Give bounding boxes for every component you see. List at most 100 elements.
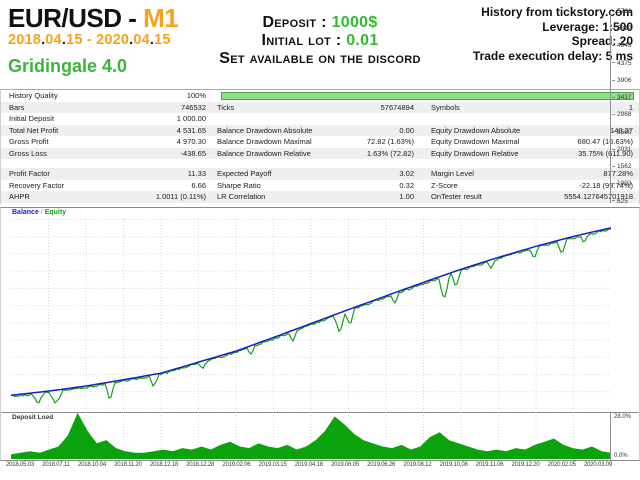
deposit-value: 1000$	[331, 14, 378, 31]
stat-label: Balance Drawdown Absolute	[217, 125, 313, 135]
x-axis-date-label: 2019.06.26	[367, 462, 396, 468]
x-axis-date-label: 2018.10.04	[77, 462, 106, 468]
legend-equity: Equity	[44, 209, 67, 216]
header-right: History from tickstory.com Leverage: 1:5…	[473, 5, 633, 63]
progress-fill	[221, 91, 634, 100]
table-row: History Quality 100%	[1, 90, 639, 102]
stat-cell	[214, 113, 418, 125]
x-axis-date-label: 2020.02.05	[547, 462, 576, 468]
stat-cell: Margin Level 877.28%	[418, 168, 639, 180]
timeframe-label: M1	[143, 3, 179, 33]
leverage: Leverage: 1:500	[542, 19, 633, 34]
header-left: EUR/USD - M1 2018.04.15 - 2020.04.15 Gri…	[8, 3, 179, 77]
stat-value: 5554.127645701918	[564, 192, 633, 201]
deposit-line: Deposit : 1000$	[262, 14, 378, 31]
x-axis-dates: 2018.05.03 2018.07.11 2018.10.04 2018.11.20…	[6, 462, 612, 468]
stat-label: Gross Loss	[9, 148, 47, 158]
deposit-load-plot	[11, 412, 611, 459]
x-axis-date-label: 2019.08.12	[403, 462, 432, 468]
balance-equity-chart: Balance / Equity	[0, 207, 640, 413]
stat-value: 1.00	[399, 192, 414, 201]
x-axis-date-label: 2018.05.03	[6, 462, 35, 468]
legend-balance: Balance	[12, 209, 39, 216]
symbol-title: EUR/USD - M1	[8, 3, 179, 33]
stat-label: History Quality	[9, 91, 58, 100]
x-axis-date-label: 2019.11.06	[475, 462, 504, 468]
stat-label: OnTester result	[431, 192, 482, 201]
stat-cell: Bars 746532	[1, 102, 214, 114]
stat-cell: Z-Score -22.18 (99.74%)	[418, 180, 639, 192]
stat-value: 35.75% (611.90)	[578, 148, 633, 158]
table-row: AHPR 1.0011 (0.11%) LR Correlation 1.00 OnTe…	[1, 191, 639, 203]
x-axis-date-label: 2019.06.05	[330, 462, 359, 468]
spread: Spread: 20	[571, 34, 633, 48]
stat-value: 72.82 (1.63%)	[366, 137, 414, 146]
stat-cell: Balance Drawdown Maximal 72.82 (1.63%)	[214, 136, 418, 148]
x-axis-date-label: 2018.07.11	[42, 462, 70, 468]
symbol-name: EUR/USD -	[8, 3, 137, 33]
stat-label: Recovery Factor	[9, 180, 65, 190]
y-axis: 5781 5312 4843 4375 3906 3437 2968 2500 2031 1562…	[610, 8, 638, 205]
stat-value: 57674894	[380, 102, 414, 112]
stat-cell: AHPR 1.0011 (0.11%)	[1, 191, 214, 203]
stat-label: Sharpe Ratio	[217, 180, 261, 190]
y-axis-label: 625	[612, 198, 628, 205]
table-row: Bars 746532 Ticks 57674894 Symbols 1	[1, 101, 639, 114]
stat-label: Total Net Profit	[9, 125, 59, 135]
stat-cell: Ticks 57674894	[214, 102, 418, 114]
header-center: Deposit : 1000$ Initial lot : 0.01 Set a…	[150, 14, 490, 68]
stat-label: Bars	[9, 102, 25, 112]
table-row: Initial Deposit 1 000.00	[1, 113, 639, 125]
date-range: 2018.04.15 - 2020.04.15	[8, 32, 171, 48]
y-axis-label: 1562	[612, 163, 631, 170]
table-spacer	[1, 159, 639, 168]
stat-value: 877.28%	[603, 169, 633, 178]
x-axis-date-label: 2019.02.06	[222, 462, 251, 468]
stat-cell: Balance Drawdown Absolute 0.00	[214, 125, 418, 137]
stat-cell: Equity Drawdown Relative 35.75% (611.90)	[418, 148, 639, 160]
y-axis-label: 1093	[612, 180, 631, 187]
y-axis-label: 4843	[612, 42, 631, 49]
x-axis-date-label: 2019.03.15	[258, 462, 287, 468]
stat-value: 4 970.30	[176, 137, 206, 146]
stat-value: -438.65	[180, 148, 206, 158]
x-axis-date-label: 2019.12.20	[511, 462, 540, 468]
stat-label: Gross Profit	[9, 137, 49, 146]
stat-cell: OnTester result 5554.127645701918	[418, 191, 639, 203]
stat-cell: Symbols 1	[418, 102, 639, 114]
execution-delay: Trade execution delay: 5 ms	[472, 48, 633, 63]
stat-label: Equity Drawdown Relative	[431, 148, 519, 158]
stat-value: 1 000.00	[176, 114, 206, 123]
stat-value: 4 531.65	[176, 125, 206, 135]
stat-label: Expected Payoff	[217, 169, 272, 178]
stat-cell: Gross Loss -438.65	[1, 148, 214, 160]
table-row: Gross Loss -438.65 Balance Drawdown Relati…	[1, 147, 639, 160]
x-axis-date-label: 2018.12.28	[186, 462, 215, 468]
deposit-load-axis: 28.0% 0.0%	[610, 412, 638, 460]
stat-value: 1.63% (72.82)	[366, 148, 414, 158]
x-axis-date-label: 2020.03.09	[583, 462, 612, 468]
y-axis-label: 2500	[612, 129, 631, 136]
stat-value: 0.32	[399, 180, 414, 190]
stat-cell: Equity Drawdown Absolute 140.27	[418, 125, 639, 137]
deposit-load-title: Deposit Load	[12, 414, 54, 421]
x-axis-date-label: 2018.11.20	[114, 462, 142, 468]
stat-label: Balance Drawdown Relative	[217, 148, 311, 158]
stat-value: 6.66	[191, 180, 206, 190]
y-axis-label: 5312	[612, 25, 631, 32]
table-row: Total Net Profit 4 531.65 Balance Drawdown…	[1, 124, 639, 137]
y-axis-label: 4375	[612, 60, 631, 67]
stat-value: 1.0011 (0.11%)	[155, 192, 206, 201]
table-row: Recovery Factor 6.66 Sharpe Ratio 0.32 Z-Sco…	[1, 180, 639, 192]
initial-lot-line: Initial lot : 0.01	[261, 32, 379, 49]
stat-label: Equity Drawdown Maximal	[431, 137, 520, 146]
stat-cell	[418, 113, 639, 125]
stat-value: 100%	[186, 91, 206, 100]
x-axis-date-label: 2018.12.18	[149, 462, 178, 468]
y-axis-label: 5781	[612, 8, 631, 15]
history-quality-bar	[214, 90, 639, 102]
stat-value: 11.33	[187, 169, 206, 178]
balance-equity-plot	[11, 219, 611, 411]
stat-label: Ticks	[217, 102, 235, 112]
